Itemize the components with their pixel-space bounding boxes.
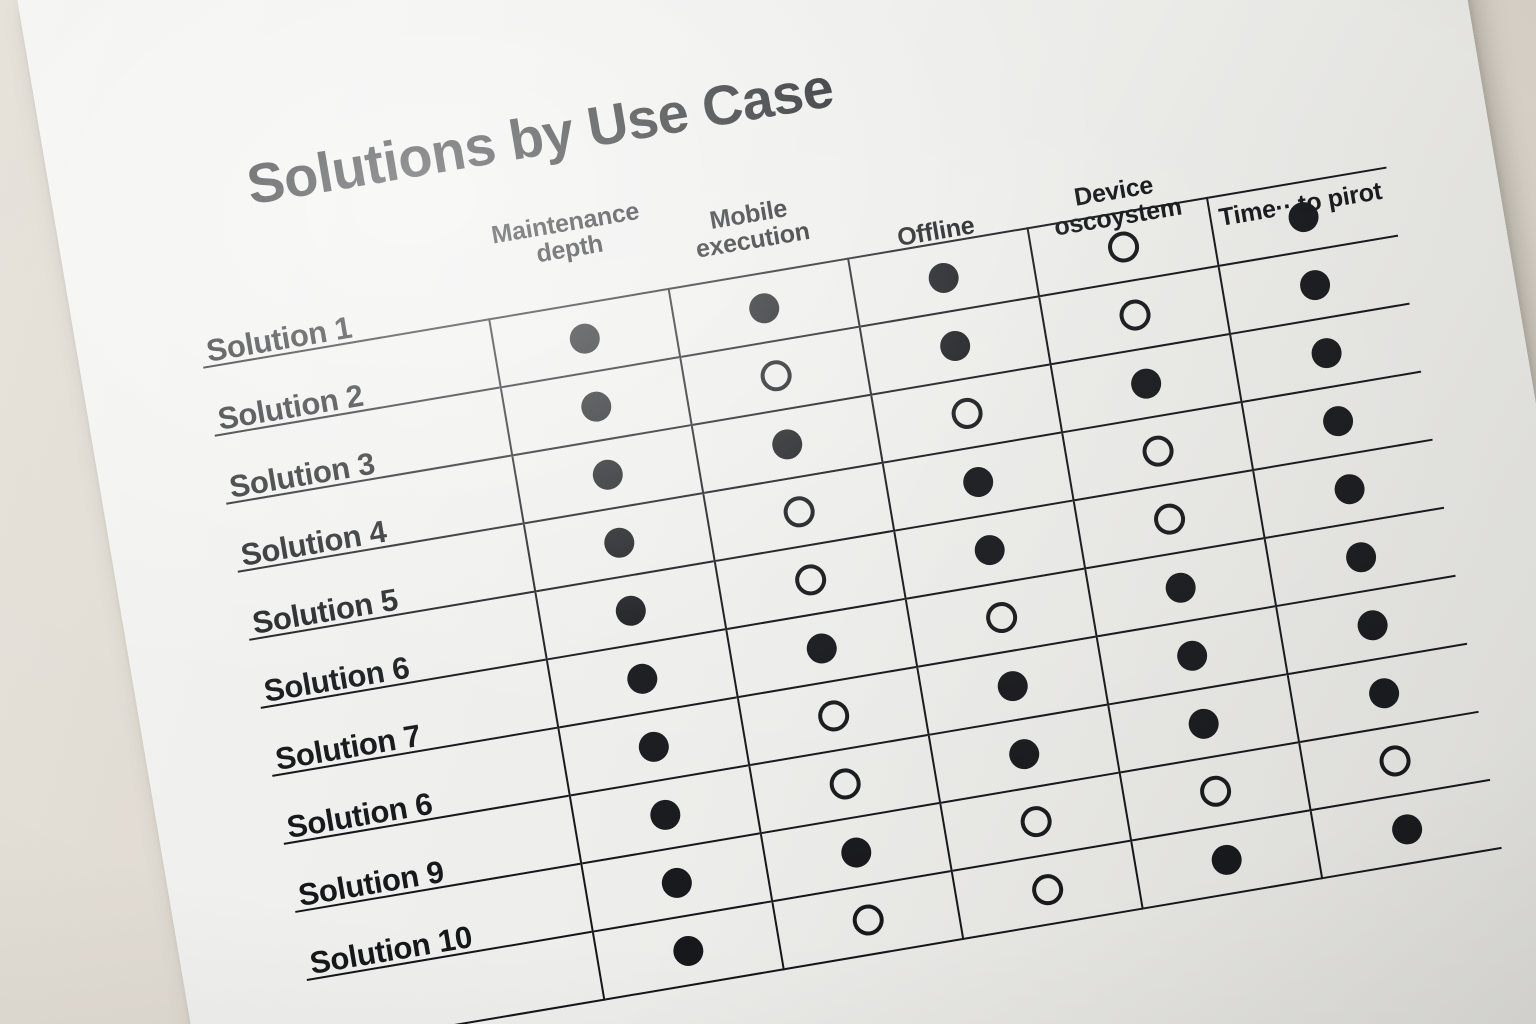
filled-circle-icon: [1331, 471, 1367, 507]
row-label-cell: Solution 10: [306, 919, 605, 1024]
filled-circle-icon: [937, 328, 973, 363]
filled-circle-icon: [972, 532, 1007, 567]
open-circle-icon: [1139, 433, 1176, 470]
filled-circle-icon: [567, 320, 602, 356]
filled-circle-icon: [838, 834, 874, 870]
filled-circle-icon: [624, 661, 660, 696]
open-circle-icon: [983, 599, 1020, 636]
filled-circle-icon: [590, 456, 626, 492]
open-circle-icon: [757, 357, 794, 394]
filled-circle-icon: [659, 865, 695, 900]
column-header-device-ecosystem: Device oscoystem: [1012, 104, 1207, 242]
filled-circle-icon: [1186, 706, 1221, 741]
filled-circle-icon: [1354, 607, 1390, 643]
open-circle-icon: [1017, 803, 1054, 840]
open-circle-icon: [792, 562, 829, 598]
open-circle-icon: [780, 494, 817, 530]
open-circle-icon: [1377, 743, 1413, 779]
column-header-label: Maintenance depth: [489, 197, 642, 269]
open-circle-icon: [815, 698, 852, 734]
filled-circle-icon: [1320, 403, 1355, 439]
filled-circle-icon: [1297, 267, 1332, 302]
open-circle-icon: [1029, 871, 1066, 908]
filled-circle-icon: [960, 464, 996, 499]
filled-circle-icon: [601, 524, 637, 560]
open-circle-icon: [1197, 773, 1233, 810]
filled-circle-icon: [670, 933, 706, 968]
open-circle-icon: [1105, 229, 1141, 265]
filled-circle-icon: [1006, 736, 1042, 771]
filled-circle-icon: [1128, 365, 1164, 401]
filled-circle-icon: [746, 290, 782, 326]
filled-circle-icon: [995, 668, 1030, 703]
filled-circle-icon: [613, 592, 649, 628]
filled-circle-icon: [578, 388, 614, 424]
filled-circle-icon: [769, 426, 805, 462]
filled-circle-icon: [1389, 811, 1424, 847]
open-circle-icon: [826, 766, 863, 802]
filled-circle-icon: [1209, 842, 1244, 877]
filled-circle-icon: [804, 630, 839, 666]
sheet-content: Solutions by Use Case Maintenance depth …: [17, 0, 1536, 1024]
filled-circle-icon: [1308, 335, 1344, 371]
open-circle-icon: [948, 395, 985, 432]
filled-circle-icon: [1343, 539, 1378, 575]
column-header-label: Mobile execution: [693, 194, 812, 264]
open-circle-icon: [1151, 501, 1187, 538]
filled-circle-icon: [926, 260, 961, 295]
paper-sheet: Solutions by Use Case Maintenance depth …: [17, 0, 1536, 1024]
filled-circle-icon: [647, 797, 683, 832]
comparison-matrix: Maintenance depth Mobile execution Offli…: [187, 74, 1502, 1024]
open-circle-icon: [849, 902, 886, 938]
filled-circle-icon: [1174, 638, 1210, 673]
filled-circle-icon: [636, 729, 672, 764]
filled-circle-icon: [1366, 675, 1401, 711]
filled-circle-icon: [1163, 569, 1198, 605]
open-circle-icon: [1116, 297, 1153, 333]
